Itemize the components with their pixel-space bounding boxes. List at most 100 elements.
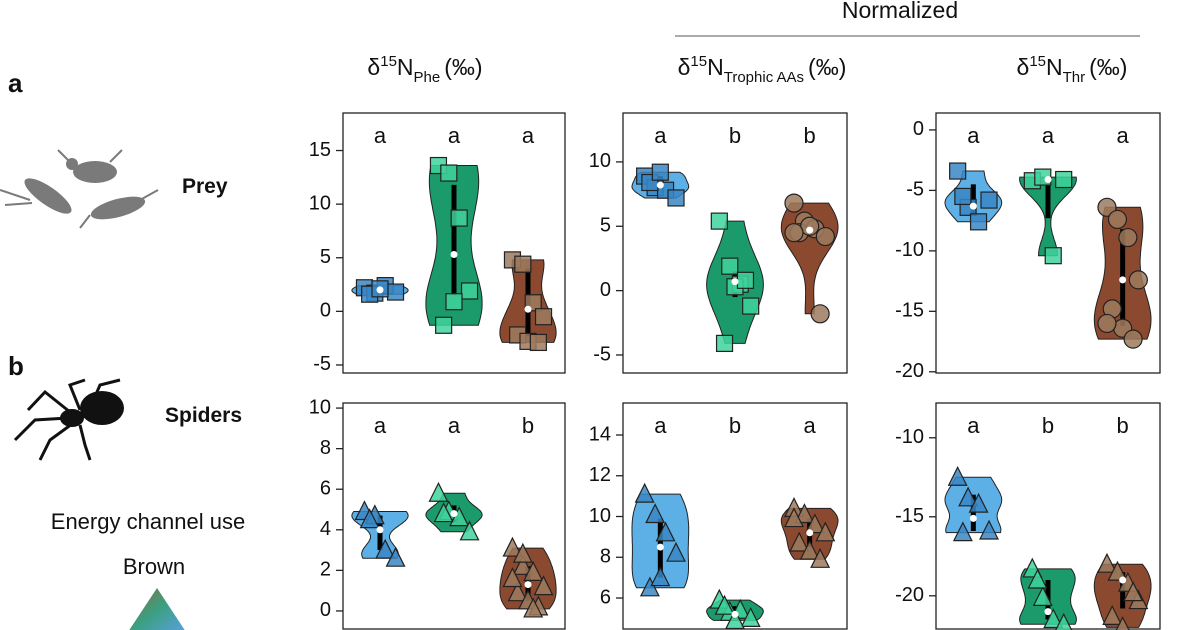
legend-title: Energy channel use — [51, 509, 245, 534]
point — [715, 334, 734, 352]
row-label: Spiders — [165, 404, 242, 427]
median — [731, 610, 739, 618]
header-unit: (‰) — [1089, 54, 1127, 80]
group-letter: b — [522, 413, 534, 438]
y-tick-label: 5 — [600, 215, 611, 237]
y-tick-label: 14 — [589, 423, 611, 445]
header-element: N — [1046, 54, 1063, 80]
point — [512, 542, 533, 563]
y-tick-label: 6 — [600, 586, 611, 608]
point — [815, 521, 836, 542]
median — [1044, 608, 1052, 616]
point — [1043, 608, 1064, 629]
point — [721, 257, 739, 275]
header-unit: (‰) — [444, 54, 482, 80]
point — [375, 538, 396, 559]
point — [969, 213, 988, 231]
column-header: δ15NThr (‰) — [1017, 53, 1128, 86]
point — [784, 507, 804, 528]
point — [804, 513, 825, 534]
prey-silhouettes — [0, 149, 159, 229]
point — [784, 193, 804, 213]
column-header: δ15NTrophic AAs (‰) — [678, 53, 847, 86]
median — [376, 526, 384, 534]
point — [1107, 560, 1128, 581]
y-tick-label: 2 — [320, 559, 331, 581]
point — [1097, 313, 1117, 334]
group-letter: a — [374, 413, 387, 438]
point — [968, 492, 989, 513]
median — [1119, 276, 1127, 284]
point — [1055, 170, 1073, 189]
median — [450, 510, 458, 518]
point — [1123, 581, 1144, 602]
point — [440, 164, 458, 182]
y-tick-label: 8 — [600, 546, 611, 568]
point — [1118, 227, 1138, 248]
header-mass: 15 — [1029, 53, 1046, 70]
panel-letter: b — [8, 351, 24, 381]
point — [639, 576, 660, 597]
point — [1027, 568, 1048, 589]
normalized-label: Normalized — [842, 0, 958, 23]
point — [385, 546, 406, 567]
point — [799, 539, 820, 560]
point — [523, 561, 544, 581]
point — [1097, 197, 1117, 217]
median — [806, 226, 814, 234]
header-subscript: Thr — [1063, 69, 1086, 86]
y-tick-label: 0 — [320, 300, 331, 322]
insect-legs — [0, 149, 159, 229]
y-tick-label: 10 — [309, 396, 331, 418]
median — [656, 181, 664, 189]
y-tick-label: -15 — [895, 505, 924, 527]
median — [1119, 576, 1127, 584]
point — [514, 255, 532, 273]
point — [742, 297, 760, 315]
median — [376, 286, 384, 294]
median — [524, 305, 532, 313]
header-unit: (‰) — [808, 54, 846, 80]
y-tick-label: 10 — [309, 192, 331, 214]
point — [502, 567, 523, 588]
point — [1044, 247, 1062, 265]
y-tick-label: -20 — [895, 584, 924, 606]
y-tick-label: -15 — [895, 300, 924, 322]
point — [740, 607, 761, 628]
median — [969, 202, 977, 210]
column-header: δ15NPhe (‰) — [367, 53, 482, 86]
plot-frame — [622, 112, 848, 374]
header-subscript: Trophic AAs — [724, 69, 804, 86]
y-tick-label: 10 — [589, 150, 611, 172]
header-element: N — [397, 54, 414, 80]
group-letter: b — [804, 123, 816, 148]
point — [710, 212, 728, 230]
group-letter: b — [1117, 413, 1129, 438]
group-letter: b — [729, 123, 741, 148]
group-letter: a — [448, 413, 461, 438]
group-letter: a — [654, 413, 667, 438]
group-letter: a — [1117, 123, 1130, 148]
group-letter: a — [967, 413, 980, 438]
insect — [90, 196, 146, 220]
point — [980, 191, 998, 209]
point — [445, 293, 463, 311]
point — [359, 508, 380, 529]
point — [1032, 586, 1053, 606]
point — [655, 521, 676, 542]
point — [1115, 616, 1130, 630]
header-subscript: Phe — [414, 69, 441, 86]
spider-silhouette — [13, 378, 124, 461]
point — [815, 226, 835, 247]
point — [450, 209, 468, 227]
y-tick-label: 4 — [320, 518, 331, 540]
header-symbol: δ — [367, 54, 380, 80]
point — [533, 575, 554, 596]
y-tick-label: 5 — [320, 246, 331, 268]
point — [650, 566, 671, 587]
point — [667, 189, 685, 207]
point — [810, 304, 830, 324]
median — [524, 581, 532, 589]
point — [1097, 552, 1117, 573]
